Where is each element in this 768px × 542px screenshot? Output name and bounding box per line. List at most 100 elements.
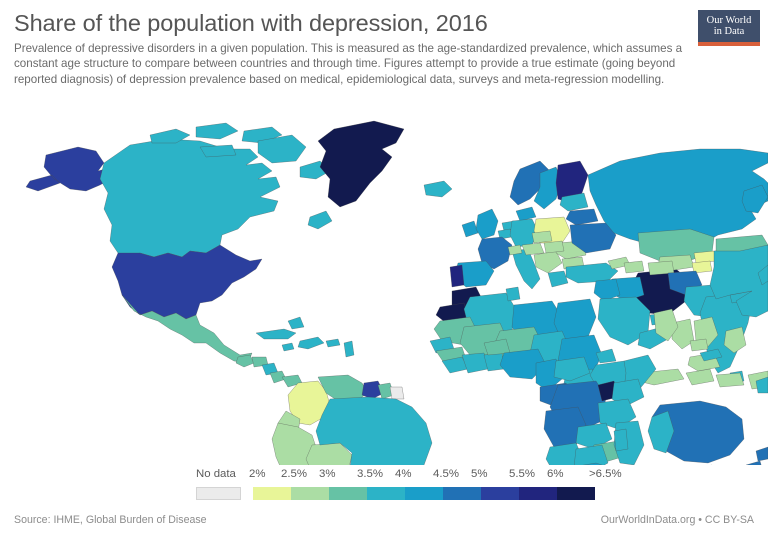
country-lesser-antilles[interactable] <box>343 340 355 358</box>
country-united-kingdom[interactable] <box>475 208 499 240</box>
legend-no-data-swatch[interactable] <box>196 487 241 500</box>
chart-footer: Source: IHME, Global Burden of Disease O… <box>0 514 768 534</box>
country-syria-jordan[interactable] <box>593 278 621 302</box>
legend-tick-0: 2% <box>249 468 266 480</box>
legend-tick-4: 4% <box>395 468 412 480</box>
country-france[interactable] <box>477 236 513 270</box>
country-indonesia3[interactable] <box>715 372 745 388</box>
country-canada-baffin[interactable] <box>257 134 307 164</box>
legend-swatch-1[interactable] <box>291 487 329 500</box>
legend-tick-9: >6.5% <box>589 468 622 480</box>
country-bahamas[interactable] <box>287 316 305 330</box>
country-indonesia2[interactable] <box>685 368 715 386</box>
country-malawi[interactable] <box>613 428 629 452</box>
country-peru[interactable] <box>271 422 319 465</box>
country-namibia[interactable] <box>545 442 585 465</box>
country-china[interactable] <box>709 244 768 318</box>
country-kamchatka[interactable] <box>741 184 768 214</box>
owid-logo[interactable]: Our World in Data <box>698 10 760 46</box>
legend-no-data-label: No data <box>196 468 236 480</box>
country-canada[interactable] <box>99 138 281 258</box>
country-portugal[interactable] <box>449 264 465 288</box>
legend-tick-7: 5.5% <box>509 468 535 480</box>
legend-tick-5: 4.5% <box>433 468 459 480</box>
country-norway[interactable] <box>509 160 551 206</box>
source-text: Source: IHME, Global Burden of Disease <box>14 514 207 526</box>
country-brazil[interactable] <box>315 396 433 465</box>
country-balkans1[interactable] <box>533 250 563 274</box>
country-car[interactable] <box>553 356 591 382</box>
country-united-states[interactable] <box>111 244 263 320</box>
legend-swatch-8[interactable] <box>557 487 595 500</box>
chart-header: Share of the population with depression,… <box>14 8 704 87</box>
country-hungary[interactable] <box>543 240 565 254</box>
country-switzerland[interactable] <box>507 244 523 256</box>
country-mexico[interactable] <box>121 294 253 364</box>
country-jamaica[interactable] <box>281 342 295 352</box>
country-venezuela[interactable] <box>317 374 369 402</box>
country-kyrgyz[interactable] <box>693 250 717 264</box>
legend-tick-1: 2.5% <box>281 468 307 480</box>
owid-logo-line2: in Data <box>713 26 745 37</box>
legend-swatch-6[interactable] <box>481 487 519 500</box>
country-myanmar[interactable] <box>653 308 679 342</box>
country-bolivia[interactable] <box>305 442 353 465</box>
legend-tick-8: 6% <box>547 468 564 480</box>
country-greenland[interactable] <box>317 120 405 208</box>
country-tajik[interactable] <box>691 260 713 274</box>
country-colombia[interactable] <box>287 380 331 426</box>
country-baltics[interactable] <box>559 192 589 212</box>
country-malaysia[interactable] <box>699 348 723 362</box>
country-canada-nfld[interactable] <box>307 210 333 230</box>
legend-tick-3: 3.5% <box>357 468 383 480</box>
country-hispaniola[interactable] <box>297 336 325 350</box>
country-tunisia[interactable] <box>505 286 521 302</box>
country-guatemala[interactable] <box>235 354 255 368</box>
country-armenia-azer[interactable] <box>623 260 645 274</box>
country-canada-arctic4[interactable] <box>199 144 237 158</box>
country-czechia[interactable] <box>531 230 553 244</box>
legend-swatch-3[interactable] <box>367 487 405 500</box>
country-philippines[interactable] <box>723 326 747 354</box>
country-denmark[interactable] <box>515 206 537 222</box>
credit-text[interactable]: OurWorldInData.org • CC BY-SA <box>600 514 754 526</box>
country-ireland[interactable] <box>461 220 479 238</box>
country-canada-arctic2[interactable] <box>195 122 239 140</box>
legend-swatch-7[interactable] <box>519 487 557 500</box>
country-png[interactable] <box>755 376 768 394</box>
country-cambodia[interactable] <box>689 338 709 352</box>
world-choropleth-map[interactable] <box>0 105 768 465</box>
legend-swatch-4[interactable] <box>405 487 443 500</box>
country-russia[interactable] <box>587 148 768 250</box>
legend-color-ramp[interactable] <box>253 487 595 500</box>
chart-subtitle: Prevalence of depressive disorders in a … <box>14 42 683 86</box>
map-svg <box>25 120 768 465</box>
country-botswana[interactable] <box>574 444 609 465</box>
country-cuba[interactable] <box>255 328 297 340</box>
owid-logo-line1: Our World <box>706 15 752 26</box>
legend-swatch-5[interactable] <box>443 487 481 500</box>
country-ivory-coast[interactable] <box>461 352 489 374</box>
country-south-africa[interactable] <box>560 462 614 465</box>
country-saudi-arabia[interactable] <box>597 296 651 346</box>
country-belarus[interactable] <box>565 208 599 226</box>
legend-tick-2: 3% <box>319 468 336 480</box>
country-eritrea[interactable] <box>595 348 617 364</box>
country-greece[interactable] <box>547 270 569 288</box>
country-puerto-rico[interactable] <box>325 338 341 348</box>
country-japan1[interactable] <box>757 264 768 286</box>
country-mongolia[interactable] <box>715 234 768 252</box>
country-nigeria[interactable] <box>499 348 547 380</box>
country-newzealand2[interactable] <box>745 460 764 465</box>
legend-swatch-0[interactable] <box>253 487 291 500</box>
country-newzealand1[interactable] <box>755 446 768 462</box>
country-french-guiana[interactable] <box>389 386 405 400</box>
country-austria[interactable] <box>521 242 545 256</box>
page-title: Share of the population with depression,… <box>14 10 488 36</box>
country-canada-arctic1[interactable] <box>149 128 191 144</box>
legend-swatch-2[interactable] <box>329 487 367 500</box>
country-sweden[interactable] <box>533 166 563 210</box>
country-iceland[interactable] <box>423 180 453 198</box>
country-madagascar[interactable] <box>647 410 675 454</box>
